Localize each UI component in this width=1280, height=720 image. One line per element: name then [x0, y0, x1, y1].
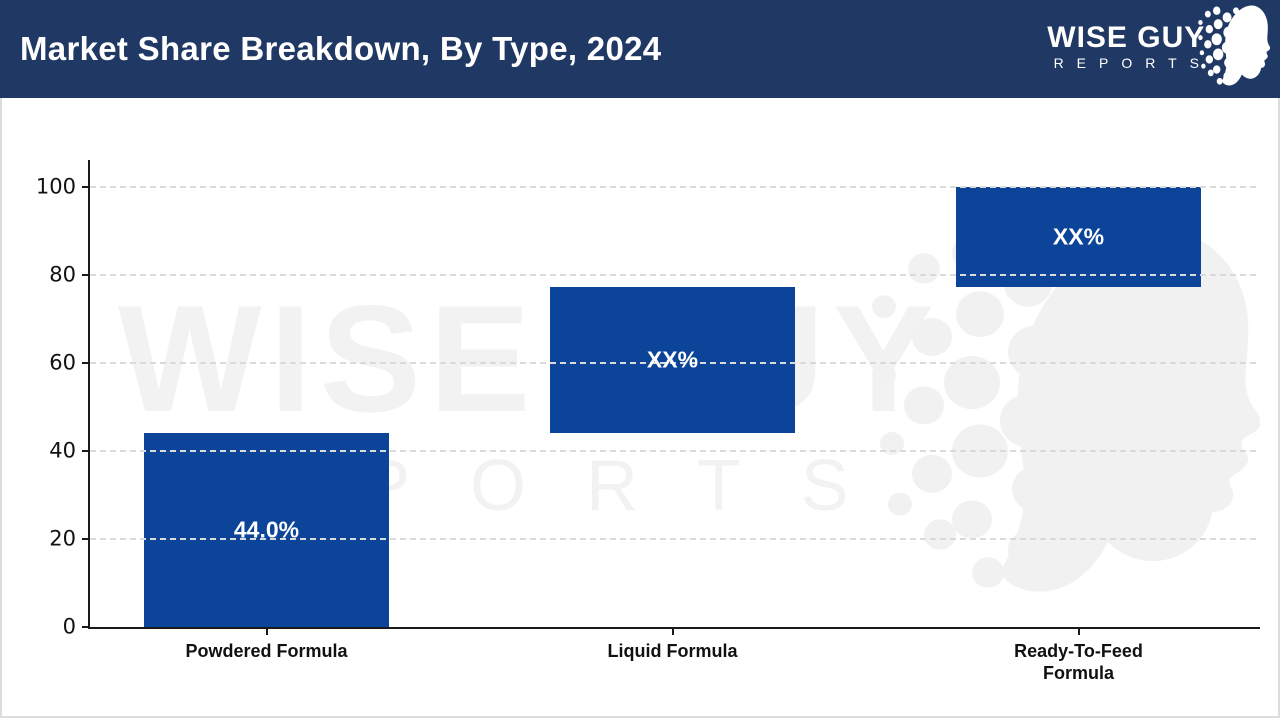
- gridline-100: [90, 186, 1256, 188]
- x-category-label: Liquid Formula: [608, 640, 738, 662]
- x-tick-mark: [1077, 627, 1080, 635]
- y-tick-mark: [82, 186, 90, 188]
- wiseguy-logo: WISE GUY REPORTS: [1041, 4, 1270, 88]
- bar-value-label: 44.0%: [233, 516, 300, 543]
- x-category-label-line: Liquid Formula: [607, 641, 738, 661]
- y-tick-label: 0: [62, 614, 76, 639]
- gridline-60: [90, 362, 1256, 364]
- y-tick-label: 80: [49, 262, 76, 287]
- y-tick-label: 40: [49, 438, 76, 463]
- y-tick-label: 60: [49, 350, 76, 375]
- x-tick-mark: [671, 627, 674, 635]
- x-category-label: Ready-To-Feed Formula: [1014, 640, 1143, 684]
- y-tick-mark: [82, 538, 90, 540]
- y-tick-mark: [82, 626, 90, 628]
- bar-segment: [144, 433, 389, 627]
- logo-wordmark: WISE GUY: [1047, 20, 1206, 54]
- x-category-label-line: Ready-To-Feed: [1014, 641, 1143, 661]
- y-tick-mark: [82, 274, 90, 276]
- y-tick-label: 20: [49, 526, 76, 551]
- x-category-label-line: Formula: [1042, 663, 1114, 683]
- y-tick-label: 100: [35, 174, 76, 199]
- logo-subtitle: REPORTS: [1053, 54, 1212, 71]
- x-category-label: Powdered Formula: [185, 640, 347, 662]
- gridline-40: [90, 450, 1256, 452]
- wiseguy-logo-text: WISE GUY REPORTS: [1041, 20, 1212, 71]
- y-tick-mark: [82, 450, 90, 452]
- header-bar: Market Share Breakdown, By Type, 2024 WI…: [0, 0, 1280, 98]
- x-category-label-line: Powdered Formula: [185, 641, 348, 661]
- bar-segment: [550, 287, 795, 434]
- wiseguy-face-logo-icon: [1196, 4, 1270, 88]
- axis-layer: 0 20 40 60 80 100 Powdered Formula Liquid Formu…: [36, 160, 1260, 683]
- chart-title: Market Share Breakdown, By Type, 2024: [20, 30, 662, 67]
- y-tick-mark: [82, 362, 90, 364]
- bar-value-label: XX%: [646, 346, 699, 373]
- gridline-80: [90, 274, 1256, 276]
- x-tick-mark: [265, 627, 268, 635]
- gridline-20: [90, 538, 1256, 540]
- gridlines-layer: [90, 160, 1260, 627]
- plot-area: 44.0% XX% XX% 0 20 40 60 80 100 Powdered Formula…: [36, 160, 1260, 683]
